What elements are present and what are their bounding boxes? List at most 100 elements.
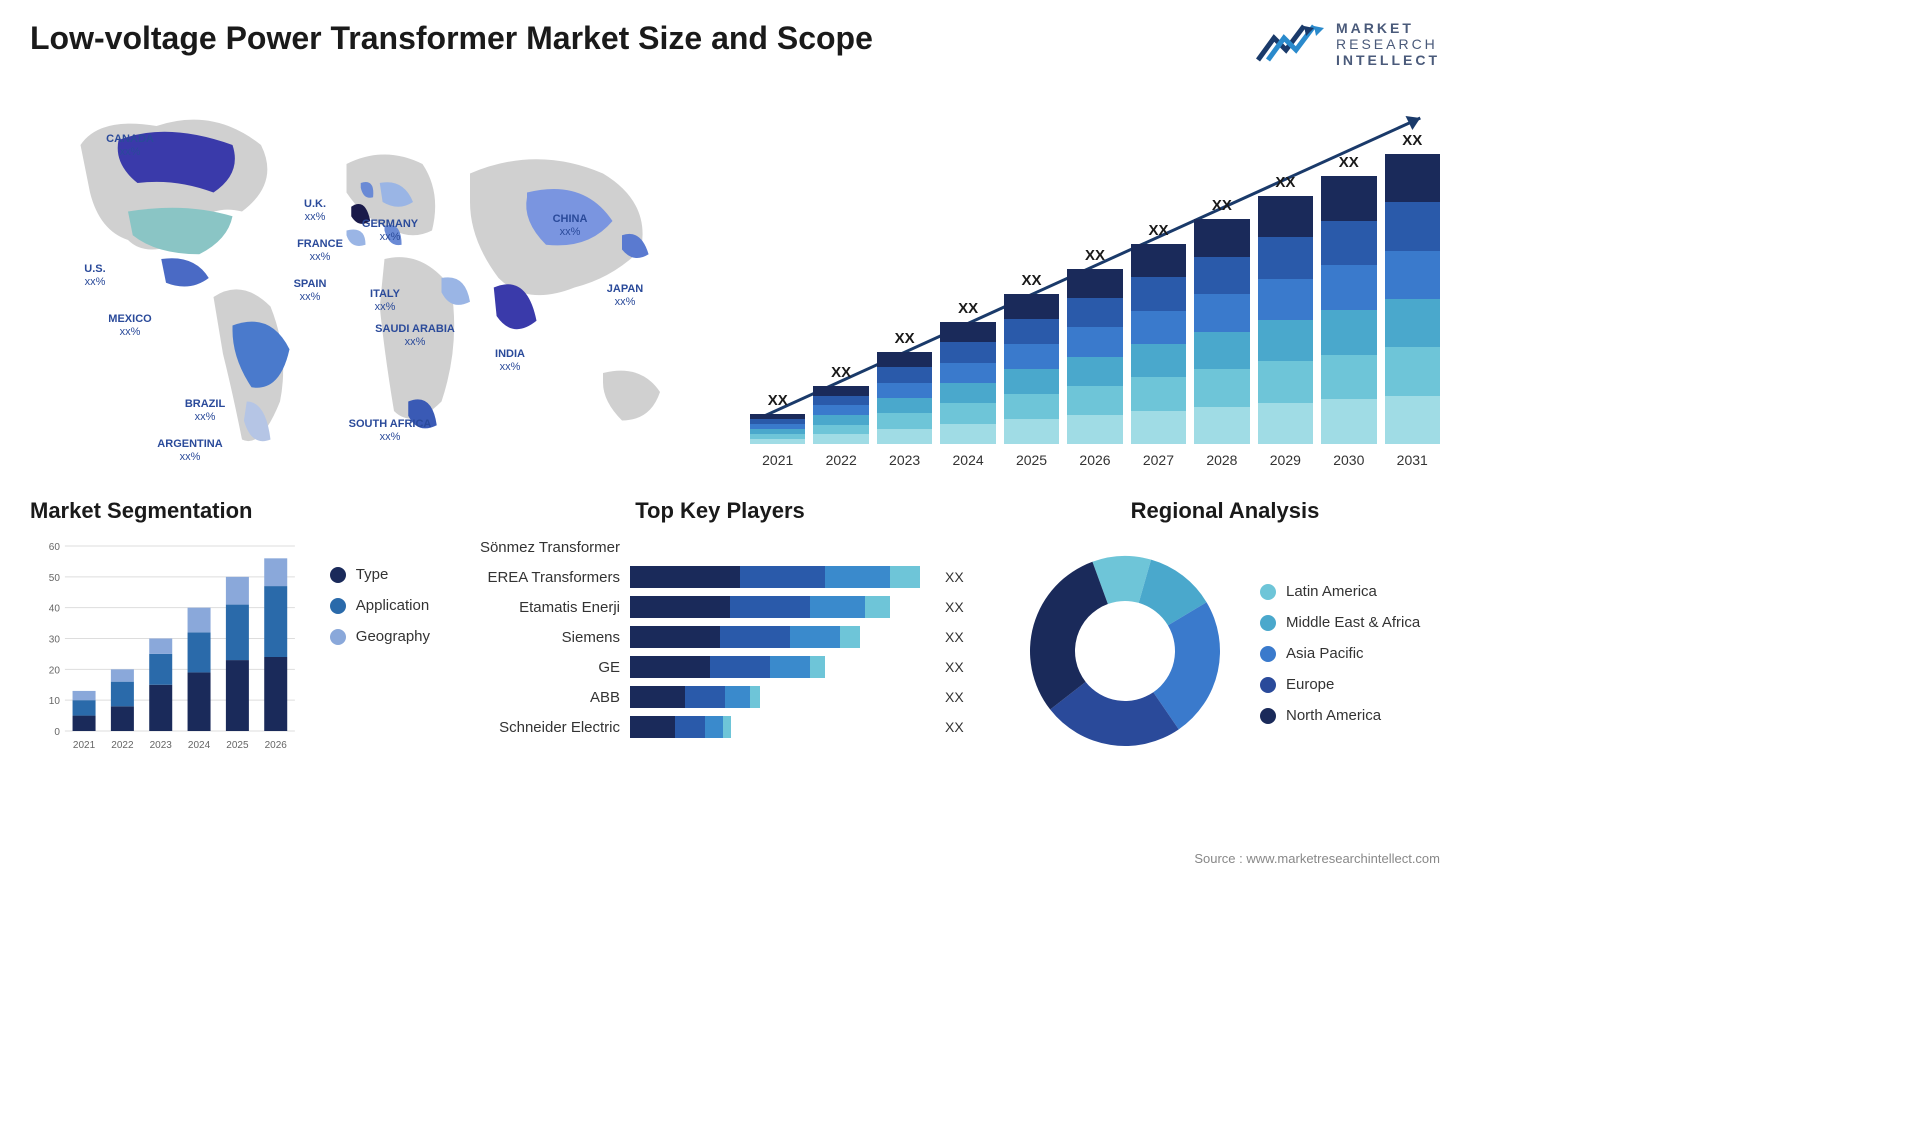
legend-swatch (1260, 677, 1276, 693)
legend-label: Type (356, 566, 389, 583)
svg-text:2022: 2022 (111, 740, 134, 751)
forecast-bar-group: XX 2028 (1194, 197, 1249, 468)
forecast-bar-value: XX (1339, 154, 1359, 171)
player-name: Sönmez Transformer (460, 539, 620, 556)
forecast-year: 2027 (1143, 452, 1174, 468)
forecast-section: XX2021XX2022XX2023XX2024XX2025XX2026XX20… (750, 88, 1440, 468)
map-label: MEXICOxx% (108, 313, 151, 339)
player-value: XX (945, 689, 980, 705)
svg-text:30: 30 (49, 635, 61, 646)
forecast-bar (813, 386, 868, 444)
forecast-bar-value: XX (1402, 132, 1422, 149)
legend-label: Latin America (1286, 583, 1377, 600)
player-bar (630, 566, 935, 588)
forecast-bar (1385, 154, 1440, 444)
donut-chart (1010, 536, 1240, 771)
legend-item: Europe (1260, 676, 1420, 693)
forecast-bar-value: XX (1212, 197, 1232, 214)
forecast-bar-group: XX2031 (1385, 132, 1440, 468)
source-text: Source : www.marketresearchintellect.com (1194, 851, 1440, 866)
player-bar (630, 656, 935, 678)
forecast-bar (1131, 244, 1186, 444)
forecast-bar-group: XX 2026 (1067, 247, 1122, 468)
player-name: Etamatis Enerji (460, 599, 620, 616)
segmentation-chart: 0102030405060202120222023202420252026 (30, 536, 310, 756)
player-name: ABB (460, 689, 620, 706)
players-body: Sönmez TransformerEREA TransformersXXEta… (460, 536, 980, 738)
svg-text:2021: 2021 (73, 740, 96, 751)
forecast-bar-value: XX (1085, 247, 1105, 264)
legend-swatch (1260, 615, 1276, 631)
header: Low-voltage Power Transformer Market Siz… (30, 20, 1440, 68)
forecast-year: 2026 (1079, 452, 1110, 468)
forecast-bar-group: XX2024 (940, 300, 995, 468)
player-value: XX (945, 659, 980, 675)
legend-label: Middle East & Africa (1286, 614, 1420, 631)
legend-item: North America (1260, 707, 1420, 724)
forecast-year: 2029 (1270, 452, 1301, 468)
forecast-year: 2023 (889, 452, 920, 468)
logo-icon (1256, 20, 1326, 68)
player-value: XX (945, 719, 980, 735)
forecast-bar-value: XX (1148, 222, 1168, 239)
forecast-bar (877, 352, 932, 444)
svg-text:60: 60 (49, 542, 61, 553)
svg-text:10: 10 (49, 696, 61, 707)
forecast-bar-group: XX 2029 (1258, 174, 1313, 468)
map-label: SAUDI ARABIAxx% (375, 323, 455, 349)
map-label: ARGENTINAxx% (157, 438, 222, 464)
logo-text: MARKET RESEARCH INTELLECT (1336, 20, 1440, 68)
players-panel: Top Key Players Sönmez TransformerEREA T… (460, 498, 980, 771)
forecast-year: 2025 (1016, 452, 1047, 468)
svg-text:50: 50 (49, 573, 61, 584)
legend-item: Latin America (1260, 583, 1420, 600)
forecast-bar (1004, 294, 1059, 444)
player-name: GE (460, 659, 620, 676)
forecast-bar-group: XX 2025 (1004, 272, 1059, 468)
forecast-chart: XX2021XX2022XX2023XX2024XX2025XX2026XX20… (750, 118, 1440, 468)
legend-swatch (330, 598, 346, 614)
forecast-bar-value: XX (1275, 174, 1295, 191)
player-value: XX (945, 629, 980, 645)
svg-text:2025: 2025 (226, 740, 249, 751)
map-label: SPAINxx% (294, 278, 327, 304)
forecast-bar-value: XX (895, 330, 915, 347)
map-label: U.S.xx% (84, 263, 105, 289)
legend-swatch (1260, 708, 1276, 724)
forecast-year: 2024 (953, 452, 984, 468)
legend-item: Asia Pacific (1260, 645, 1420, 662)
legend-swatch (330, 629, 346, 645)
svg-text:40: 40 (49, 604, 61, 615)
map-label: BRAZILxx% (185, 398, 225, 424)
player-row: Etamatis Enerji XX (460, 596, 980, 618)
forecast-bar-group: XX2022 (813, 364, 868, 468)
bottom-row: Market Segmentation 01020304050602021202… (30, 498, 1440, 771)
forecast-bar (1194, 219, 1249, 444)
legend-swatch (1260, 584, 1276, 600)
map-label: U.K.xx% (304, 198, 326, 224)
map-label: INDIAxx% (495, 348, 525, 374)
map-label: CANADAxx% (106, 133, 154, 159)
map-label: JAPANxx% (607, 283, 643, 309)
player-row: SiemensXX (460, 626, 980, 648)
player-name: Schneider Electric (460, 719, 620, 736)
forecast-year: 2030 (1333, 452, 1364, 468)
world-map-section: CANADAxx% U.S.xx% MEXICOxx% BRAZILxx% ARGENT… (30, 88, 720, 468)
player-name: EREA Transformers (460, 569, 620, 586)
forecast-bar-value: XX (831, 364, 851, 381)
forecast-bar (750, 414, 805, 444)
map-label: CHINAxx% (553, 213, 588, 239)
svg-text:0: 0 (54, 727, 60, 738)
forecast-bar (1067, 269, 1122, 444)
player-bar (630, 626, 935, 648)
player-value: XX (945, 569, 980, 585)
legend-swatch (1260, 646, 1276, 662)
forecast-bar-group: XX 2030 (1321, 154, 1376, 468)
segmentation-title: Market Segmentation (30, 498, 430, 524)
forecast-year: 2028 (1206, 452, 1237, 468)
player-value: XX (945, 599, 980, 615)
forecast-bar-value: XX (1022, 272, 1042, 289)
legend-item: Geography (330, 628, 430, 645)
forecast-bar-group: XX2021 (750, 392, 805, 468)
player-bar (630, 686, 935, 708)
